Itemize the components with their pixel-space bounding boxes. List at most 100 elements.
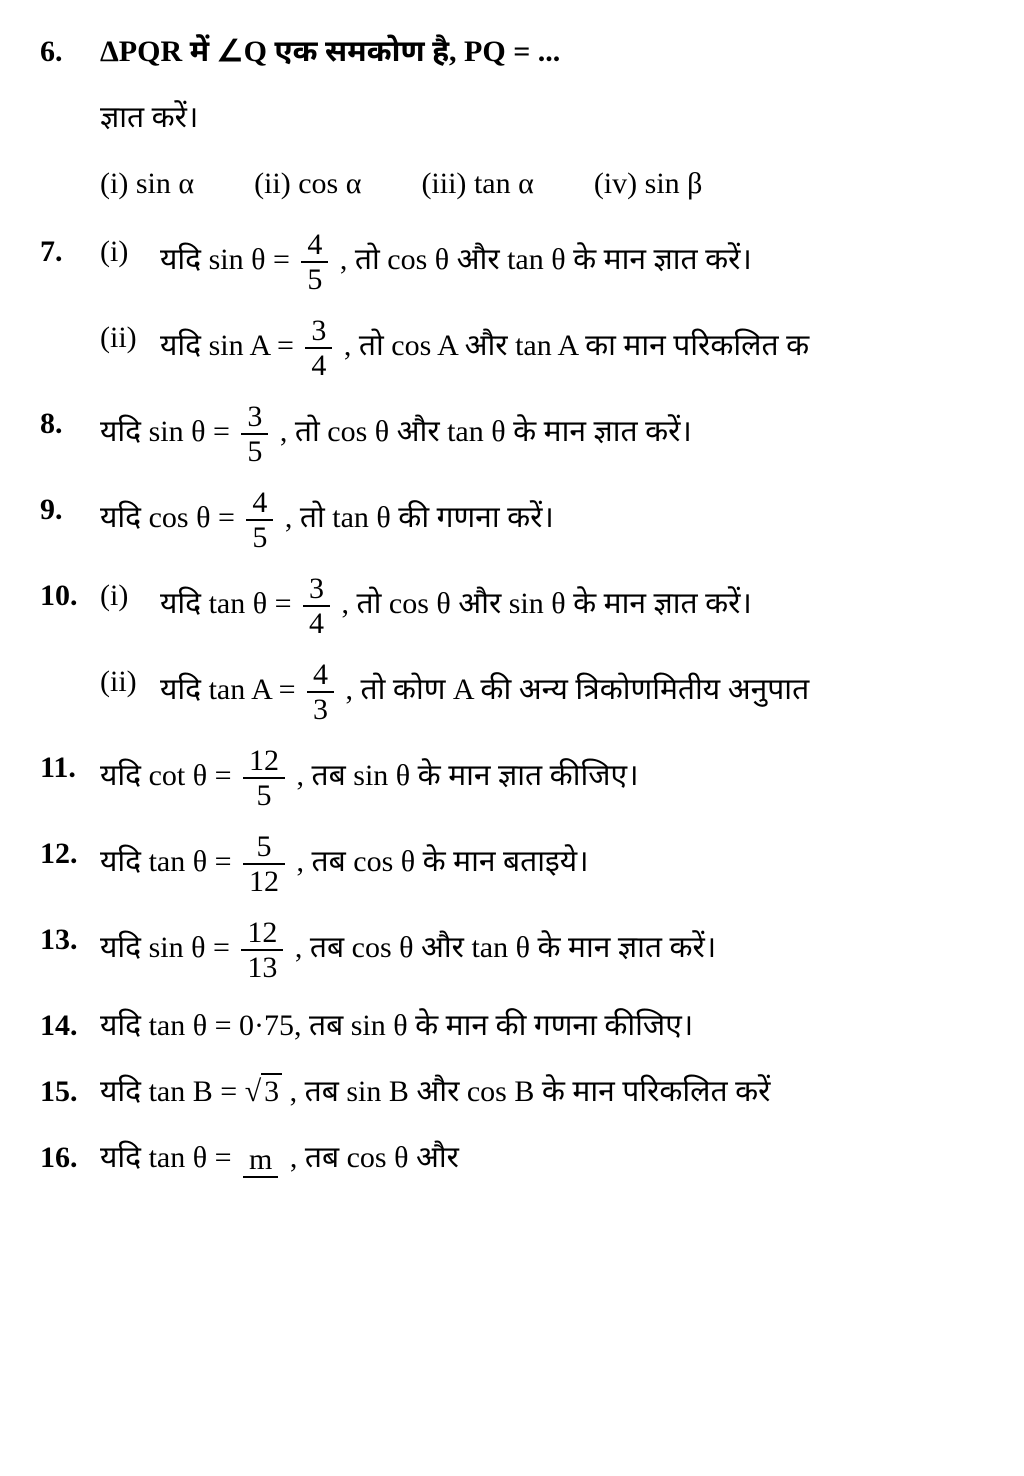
fraction: 4 5 [246,486,273,554]
fraction: 12 5 [243,744,285,812]
frac-num: 3 [305,314,332,349]
q12-pre: यदि tan θ = [100,845,239,878]
frac-den: 5 [243,779,285,812]
question-7-ii: (ii) यदि sin A = 3 4 , तो cos A और tan A… [40,314,1004,382]
frac-num: 4 [301,228,328,263]
q8-pre: यदि sin θ = [100,415,237,448]
q10-ii-post: , तो कोण A की अन्य त्रिकोणमितीय अनुपात [346,673,810,706]
q10-i-post: , तो cos θ और sin θ के मान ज्ञात करें। [342,587,752,620]
question-8: 8. यदि sin θ = 3 5 , तो cos θ और tan θ क… [40,400,1004,468]
frac-num: 5 [243,830,285,865]
frac-num: m [243,1143,278,1178]
q10-i-label: (i) [100,572,160,620]
q7-i-content: यदि sin θ = 4 5 , तो cos θ और tan θ के म… [160,228,1004,296]
q7-i-pre: यदि sin θ = [160,243,297,276]
q6-opt-iv: (iv) sin β [594,160,703,208]
question-10-i: 10. (i) यदि tan θ = 3 4 , तो cos θ और si… [40,572,1004,640]
q6-opt-iii: (iii) tan α [421,160,533,208]
q7-i-post: , तो cos θ और tan θ के मान ज्ञात करें। [340,243,752,276]
q14-text: यदि tan θ = 0·75, तब sin θ के मान की गणन… [100,1002,1004,1050]
q8-content: यदि sin θ = 3 5 , तो cos θ और tan θ के म… [100,400,1004,468]
q10-ii-pre: यदि tan A = [160,673,303,706]
question-15: 15. यदि tan B = √3 , तब sin B और cos B क… [40,1068,1004,1116]
q10-number: 10. [40,572,100,620]
q6-options: (i) sin α (ii) cos α (iii) tan α (iv) si… [100,160,1004,208]
question-16: 16. यदि tan θ = m , तब cos θ और [40,1134,1004,1182]
q15-post: , तब sin B और cos B के मान परिकलित करें [290,1075,771,1108]
fraction: 3 5 [241,400,268,468]
q11-pre: यदि cot θ = [100,759,239,792]
frac-num: 3 [241,400,268,435]
fraction: 4 3 [307,658,334,726]
frac-den: 5 [301,263,328,296]
frac-den: 5 [246,521,273,554]
q7-ii-content: यदि sin A = 3 4 , तो cos A और tan A का म… [160,314,1004,382]
q15-number: 15. [40,1068,100,1116]
opt-label: (ii) [254,167,291,200]
q6-line2: ज्ञात करें। [100,94,1004,142]
fraction: m [243,1143,278,1178]
q7-i-label: (i) [100,228,160,276]
opt-text: cos α [298,167,361,200]
q16-content: यदि tan θ = m , तब cos θ और [100,1134,1004,1182]
frac-num: 4 [246,486,273,521]
frac-num: 12 [243,744,285,779]
q13-post: , तब cos θ और tan θ के मान ज्ञात करें। [295,931,716,964]
question-6: 6. ΔPQR में ∠Q एक समकोण है, PQ = ... [40,28,1004,76]
q6-opt-ii: (ii) cos α [254,160,361,208]
q12-content: यदि tan θ = 5 12 , तब cos θ के मान बताइय… [100,830,1004,898]
q14-number: 14. [40,1002,100,1050]
fraction: 5 12 [243,830,285,898]
q10-ii-label: (ii) [100,658,160,706]
question-12: 12. यदि tan θ = 5 12 , तब cos θ के मान ब… [40,830,1004,898]
q6-number: 6. [40,28,100,76]
frac-num: 4 [307,658,334,693]
q10-i-content: यदि tan θ = 3 4 , तो cos θ और sin θ के म… [160,572,1004,640]
question-13: 13. यदि sin θ = 12 13 , तब cos θ और tan … [40,916,1004,984]
q11-post: , तब sin θ के मान ज्ञात कीजिए। [297,759,639,792]
question-9: 9. यदि cos θ = 4 5 , तो tan θ की गणना कर… [40,486,1004,554]
frac-den: 13 [241,951,283,984]
q11-number: 11. [40,744,100,792]
q9-number: 9. [40,486,100,534]
opt-label: (iv) [594,167,637,200]
q12-post: , तब cos θ के मान बताइये। [297,845,589,878]
exercise-page: 6. ΔPQR में ∠Q एक समकोण है, PQ = ... ज्ञ… [0,0,1024,1210]
q12-number: 12. [40,830,100,878]
q15-content: यदि tan B = √3 , तब sin B और cos B के मा… [100,1068,1004,1116]
q7-number: 7. [40,228,100,276]
q10-ii-content: यदि tan A = 4 3 , तो कोण A की अन्य त्रिक… [160,658,1004,726]
fraction: 3 4 [303,572,330,640]
question-10-ii: (ii) यदि tan A = 4 3 , तो कोण A की अन्य … [40,658,1004,726]
fraction: 3 4 [305,314,332,382]
opt-text: sin α [136,167,194,200]
frac-num: 12 [241,916,283,951]
q13-pre: यदि sin θ = [100,931,237,964]
frac-den: 4 [305,349,332,382]
frac-den: 4 [303,607,330,640]
fraction: 12 13 [241,916,283,984]
opt-label: (i) [100,167,128,200]
square-root: √3 [245,1068,282,1116]
frac-den: 3 [307,693,334,726]
q16-post: , तब cos θ और [290,1141,459,1174]
q9-post: , तो tan θ की गणना करें। [285,501,554,534]
q16-pre: यदि tan θ = [100,1141,239,1174]
opt-label: (iii) [421,167,466,200]
question-14: 14. यदि tan θ = 0·75, तब sin θ के मान की… [40,1002,1004,1050]
frac-den: 12 [243,865,285,898]
q13-number: 13. [40,916,100,964]
sqrt-radicand: 3 [261,1073,282,1108]
q8-number: 8. [40,400,100,448]
frac-num: 3 [303,572,330,607]
q13-content: यदि sin θ = 12 13 , तब cos θ और tan θ के… [100,916,1004,984]
q7-ii-label: (ii) [100,314,160,362]
q15-pre: यदि tan B = [100,1075,245,1108]
fraction: 4 5 [301,228,328,296]
q10-i-pre: यदि tan θ = [160,587,299,620]
question-11: 11. यदि cot θ = 12 5 , तब sin θ के मान ज… [40,744,1004,812]
q7-ii-post: , तो cos A और tan A का मान परिकलित क [344,329,809,362]
q9-content: यदि cos θ = 4 5 , तो tan θ की गणना करें। [100,486,1004,554]
question-7-i: 7. (i) यदि sin θ = 4 5 , तो cos θ और tan… [40,228,1004,296]
q8-post: , तो cos θ और tan θ के मान ज्ञात करें। [280,415,692,448]
